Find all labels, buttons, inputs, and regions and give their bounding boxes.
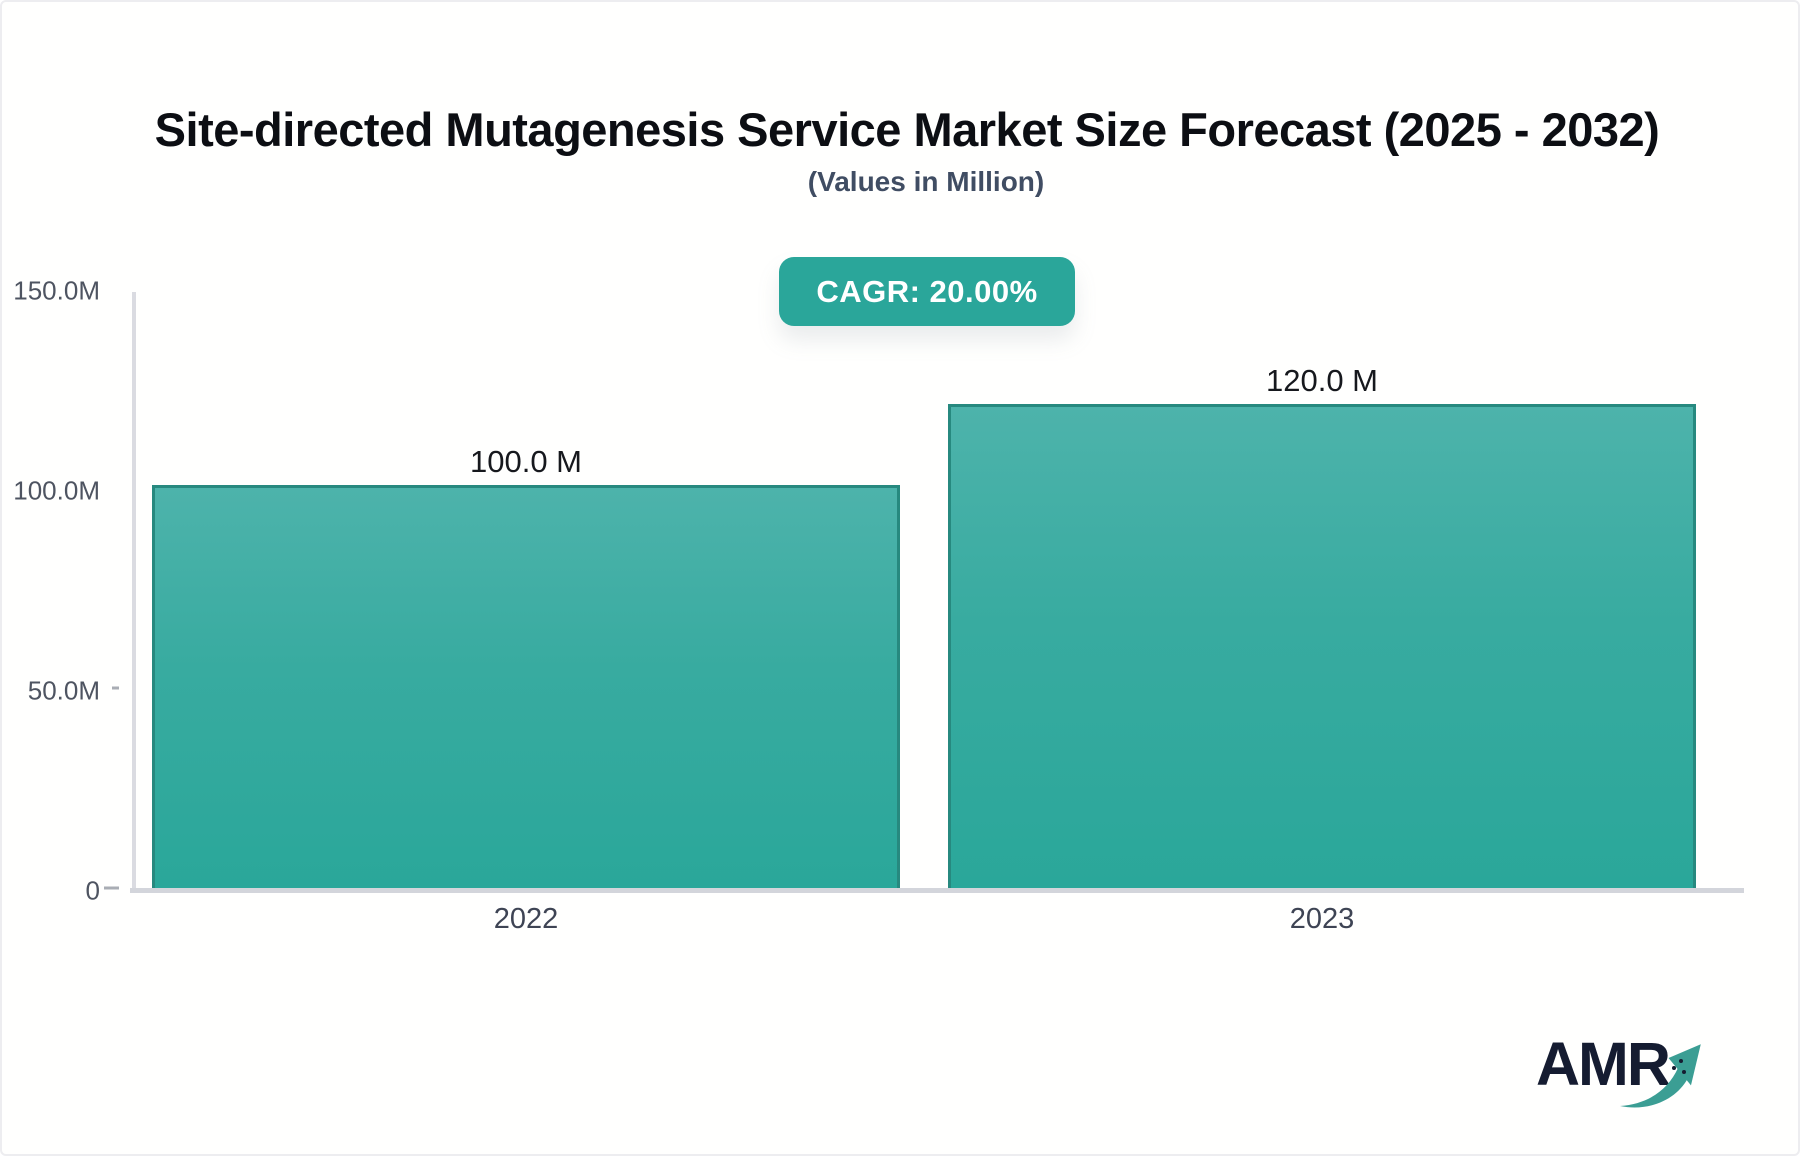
y-axis-tick [104, 886, 119, 890]
y-axis-label: 150.0M [13, 275, 100, 306]
y-axis-line [132, 292, 136, 888]
y-axis-label: 50.0M [27, 675, 100, 706]
bar-2022 [152, 485, 900, 888]
cagr-badge: CAGR: 20.00% [779, 257, 1075, 326]
chart-subtitle: (Values in Million) [807, 166, 1045, 197]
amr-logo-text: AMR [1536, 1030, 1671, 1098]
x-axis-label: 2022 [493, 903, 559, 935]
chart-title: Site-directed Mutagenesis Service Market… [154, 103, 1660, 156]
bar-2023 [948, 404, 1696, 888]
cagr-badge-label: CAGR: 20.00% [816, 273, 1038, 309]
x-axis-line [130, 888, 1744, 893]
bar-value-label: 100.0 M [469, 444, 582, 479]
amr-logo: AMR [1536, 1028, 1736, 1118]
y-axis-label: 0 [85, 875, 100, 906]
y-axis-label: 100.0M [13, 475, 100, 506]
x-axis-label: 2023 [1289, 903, 1355, 935]
growth-arrow-icon [1620, 1044, 1701, 1108]
y-axis-tick [112, 686, 119, 690]
bar-value-label: 120.0 M [1265, 363, 1378, 398]
